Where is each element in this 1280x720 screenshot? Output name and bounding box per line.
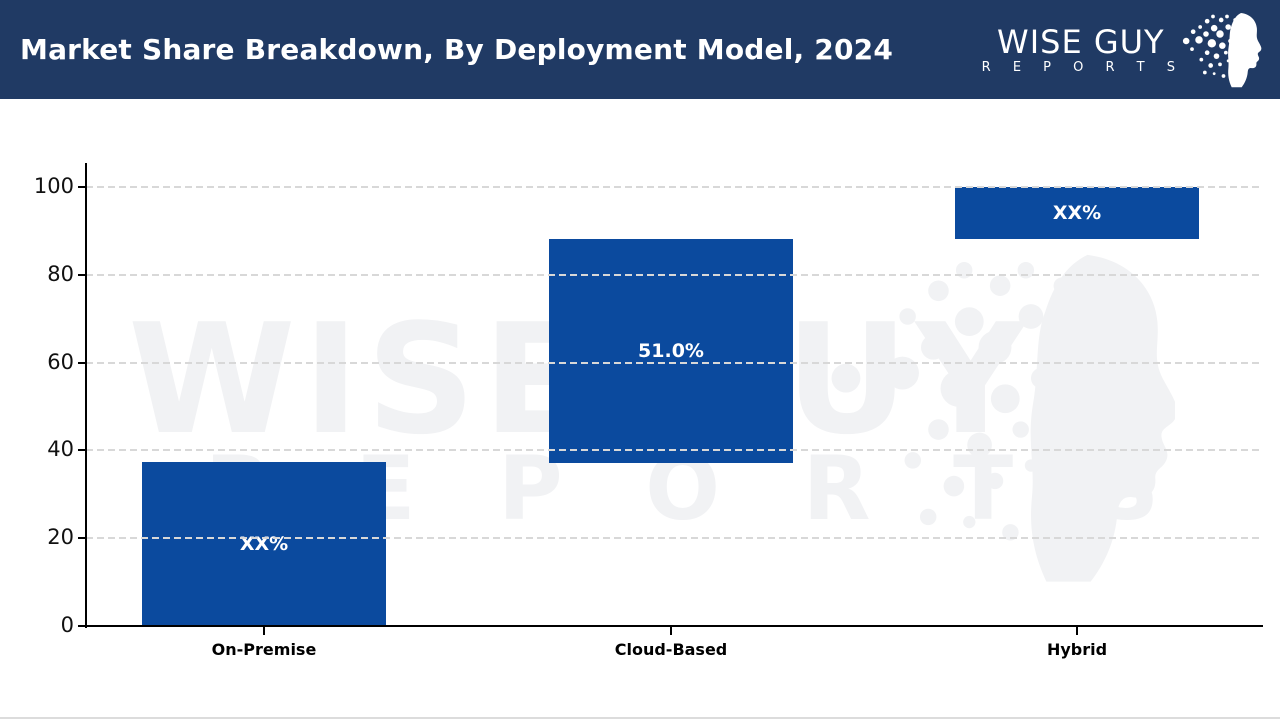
gridline-y-40: [86, 449, 1262, 452]
y-tick-label: 0: [60, 613, 74, 637]
bar-value-label: 51.0%: [638, 340, 704, 363]
gridline-y-20: [86, 537, 1262, 540]
y-tick-80: [78, 273, 86, 276]
bottom-divider: [0, 717, 1280, 719]
y-tick-0: [78, 625, 86, 627]
x-tick-label: On-Premise: [211, 640, 317, 659]
gridline-y-100: [86, 186, 1262, 189]
head-profile-dots-icon: [1182, 12, 1262, 87]
gridline-y-80: [86, 273, 1262, 276]
y-tick-label: 20: [47, 525, 74, 550]
y-tick-label: 40: [47, 437, 74, 462]
x-tick-label: Hybrid: [1046, 640, 1108, 659]
header-bar: Market Share Breakdown, By Deployment Mo…: [0, 0, 1280, 99]
x-tick-2: [1076, 627, 1078, 635]
x-tick-1: [670, 627, 672, 635]
x-axis-spine: [85, 625, 1263, 627]
x-tick-0: [263, 627, 265, 635]
gridline-y-60: [86, 361, 1262, 364]
y-tick-20: [78, 537, 86, 540]
wiseguy-logo: WISE GUY R E P O R T S: [978, 8, 1270, 92]
y-tick-label: 60: [47, 349, 74, 374]
y-tick-100: [78, 186, 86, 189]
bar-cloud-based: 51.0%: [549, 239, 793, 464]
y-tick-label: 100: [33, 174, 74, 199]
y-tick-60: [78, 361, 86, 364]
bar-value-label: XX%: [1052, 202, 1102, 225]
y-tick-40: [78, 449, 86, 452]
x-tick-label: Cloud-Based: [614, 640, 728, 659]
logo-subtext: R E P O R T S: [981, 59, 1184, 75]
y-tick-label: 80: [47, 261, 74, 286]
page-title: Market Share Breakdown, By Deployment Mo…: [20, 33, 894, 66]
wiseguy-logo-text: WISE GUY R E P O R T S: [978, 26, 1184, 74]
y-axis-spine: [85, 163, 87, 628]
bar-hybrid: XX%: [955, 186, 1199, 240]
bar-on-premise: XX%: [142, 462, 386, 626]
logo-wordmark: WISE GUY: [997, 22, 1165, 61]
chart-area: WISE GUY R E P O R T S 0 20 40 60 80 100 XX% 51…: [0, 99, 1280, 720]
